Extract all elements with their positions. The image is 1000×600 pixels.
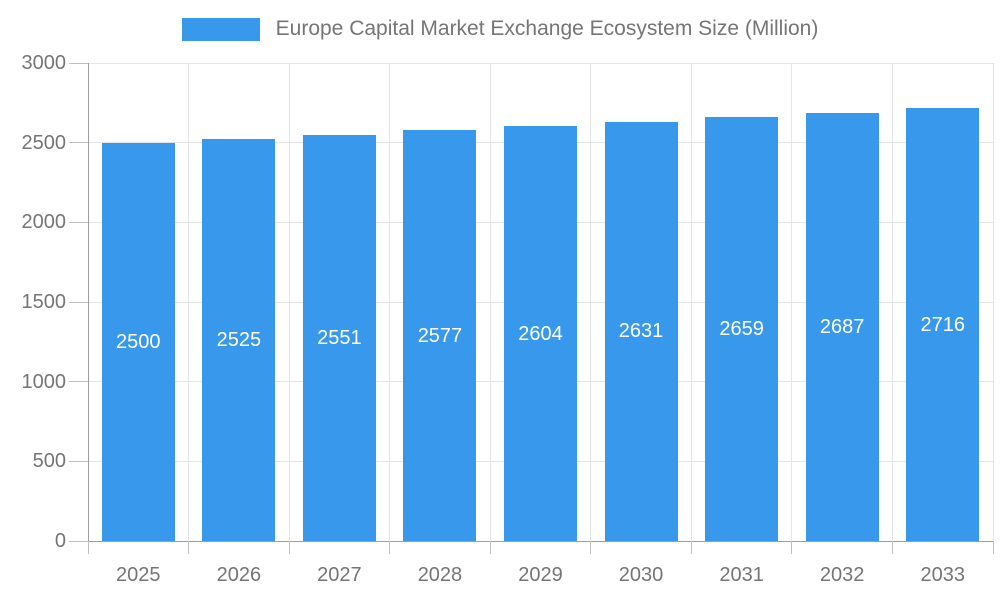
x-tick-label: 2025: [116, 564, 161, 586]
gridline-v: [992, 63, 994, 541]
y-axis-tick: [69, 221, 88, 223]
gridline-v: [590, 63, 592, 541]
x-axis-tick: [288, 541, 290, 554]
bar[interactable]: [504, 126, 577, 541]
gridline-h: [88, 62, 993, 64]
x-axis-tick: [188, 541, 190, 554]
plot-area: 2500 2525 2551 2577 2604 2631 2659 2687 2716: [69, 62, 994, 554]
x-tick-label: 2030: [618, 564, 664, 586]
y-axis-tick: [69, 142, 88, 144]
x-axis-tick: [590, 541, 592, 554]
x-tick-label: 2032: [819, 564, 865, 586]
y-tick-label: 1000: [21, 370, 67, 393]
x-tick-label: 2027: [317, 564, 362, 586]
gridline-v: [288, 63, 290, 541]
legend[interactable]: Europe Capital Market Exchange Ecosystem…: [0, 17, 1000, 41]
y-tick-label: 3000: [21, 52, 67, 74]
y-axis-tick: [69, 381, 88, 383]
x-tick-label: 2028: [417, 564, 463, 586]
x-axis-tick: [690, 541, 692, 554]
bar[interactable]: [202, 138, 276, 541]
x-axis-baseline: [88, 540, 993, 542]
x-tick-label: 2026: [216, 564, 262, 586]
y-tick-label: 2500: [21, 131, 67, 154]
y-tick-label: 2000: [21, 211, 67, 234]
gridline-v: [791, 63, 793, 541]
x-tick-label: 2033: [920, 564, 965, 586]
x-axis-tick: [389, 541, 391, 554]
y-tick-label: 500: [32, 450, 66, 473]
x-axis-tick: [489, 541, 491, 554]
bar[interactable]: [805, 112, 879, 541]
x-axis-tick: [791, 541, 793, 554]
bar[interactable]: [705, 117, 779, 541]
y-axis-tick: [69, 540, 88, 542]
x-tick-label: 2031: [719, 564, 764, 586]
legend-label: Europe Capital Market Exchange Ecosystem…: [275, 17, 819, 40]
x-axis-tick: [891, 541, 893, 554]
x-tick-label: 2029: [518, 564, 563, 586]
gridline-v: [389, 63, 391, 541]
x-axis-tick: [87, 541, 89, 554]
y-tick-label: 1500: [21, 291, 67, 313]
y-tick-label: 0: [54, 530, 66, 552]
y-axis-tick: [69, 62, 88, 64]
bar[interactable]: [906, 108, 980, 541]
y-axis-tick: [69, 301, 88, 303]
gridline-v: [891, 63, 893, 541]
x-axis-tick: [992, 541, 994, 554]
legend-swatch: [181, 17, 260, 41]
bar[interactable]: [604, 121, 678, 541]
gridline-v: [690, 63, 692, 541]
gridline-v: [188, 63, 190, 541]
y-axis-line: [87, 63, 89, 541]
bar[interactable]: [101, 142, 175, 541]
bar[interactable]: [302, 134, 376, 541]
bar[interactable]: [403, 130, 477, 541]
gridline-v: [489, 63, 491, 541]
y-axis-tick: [69, 460, 88, 462]
